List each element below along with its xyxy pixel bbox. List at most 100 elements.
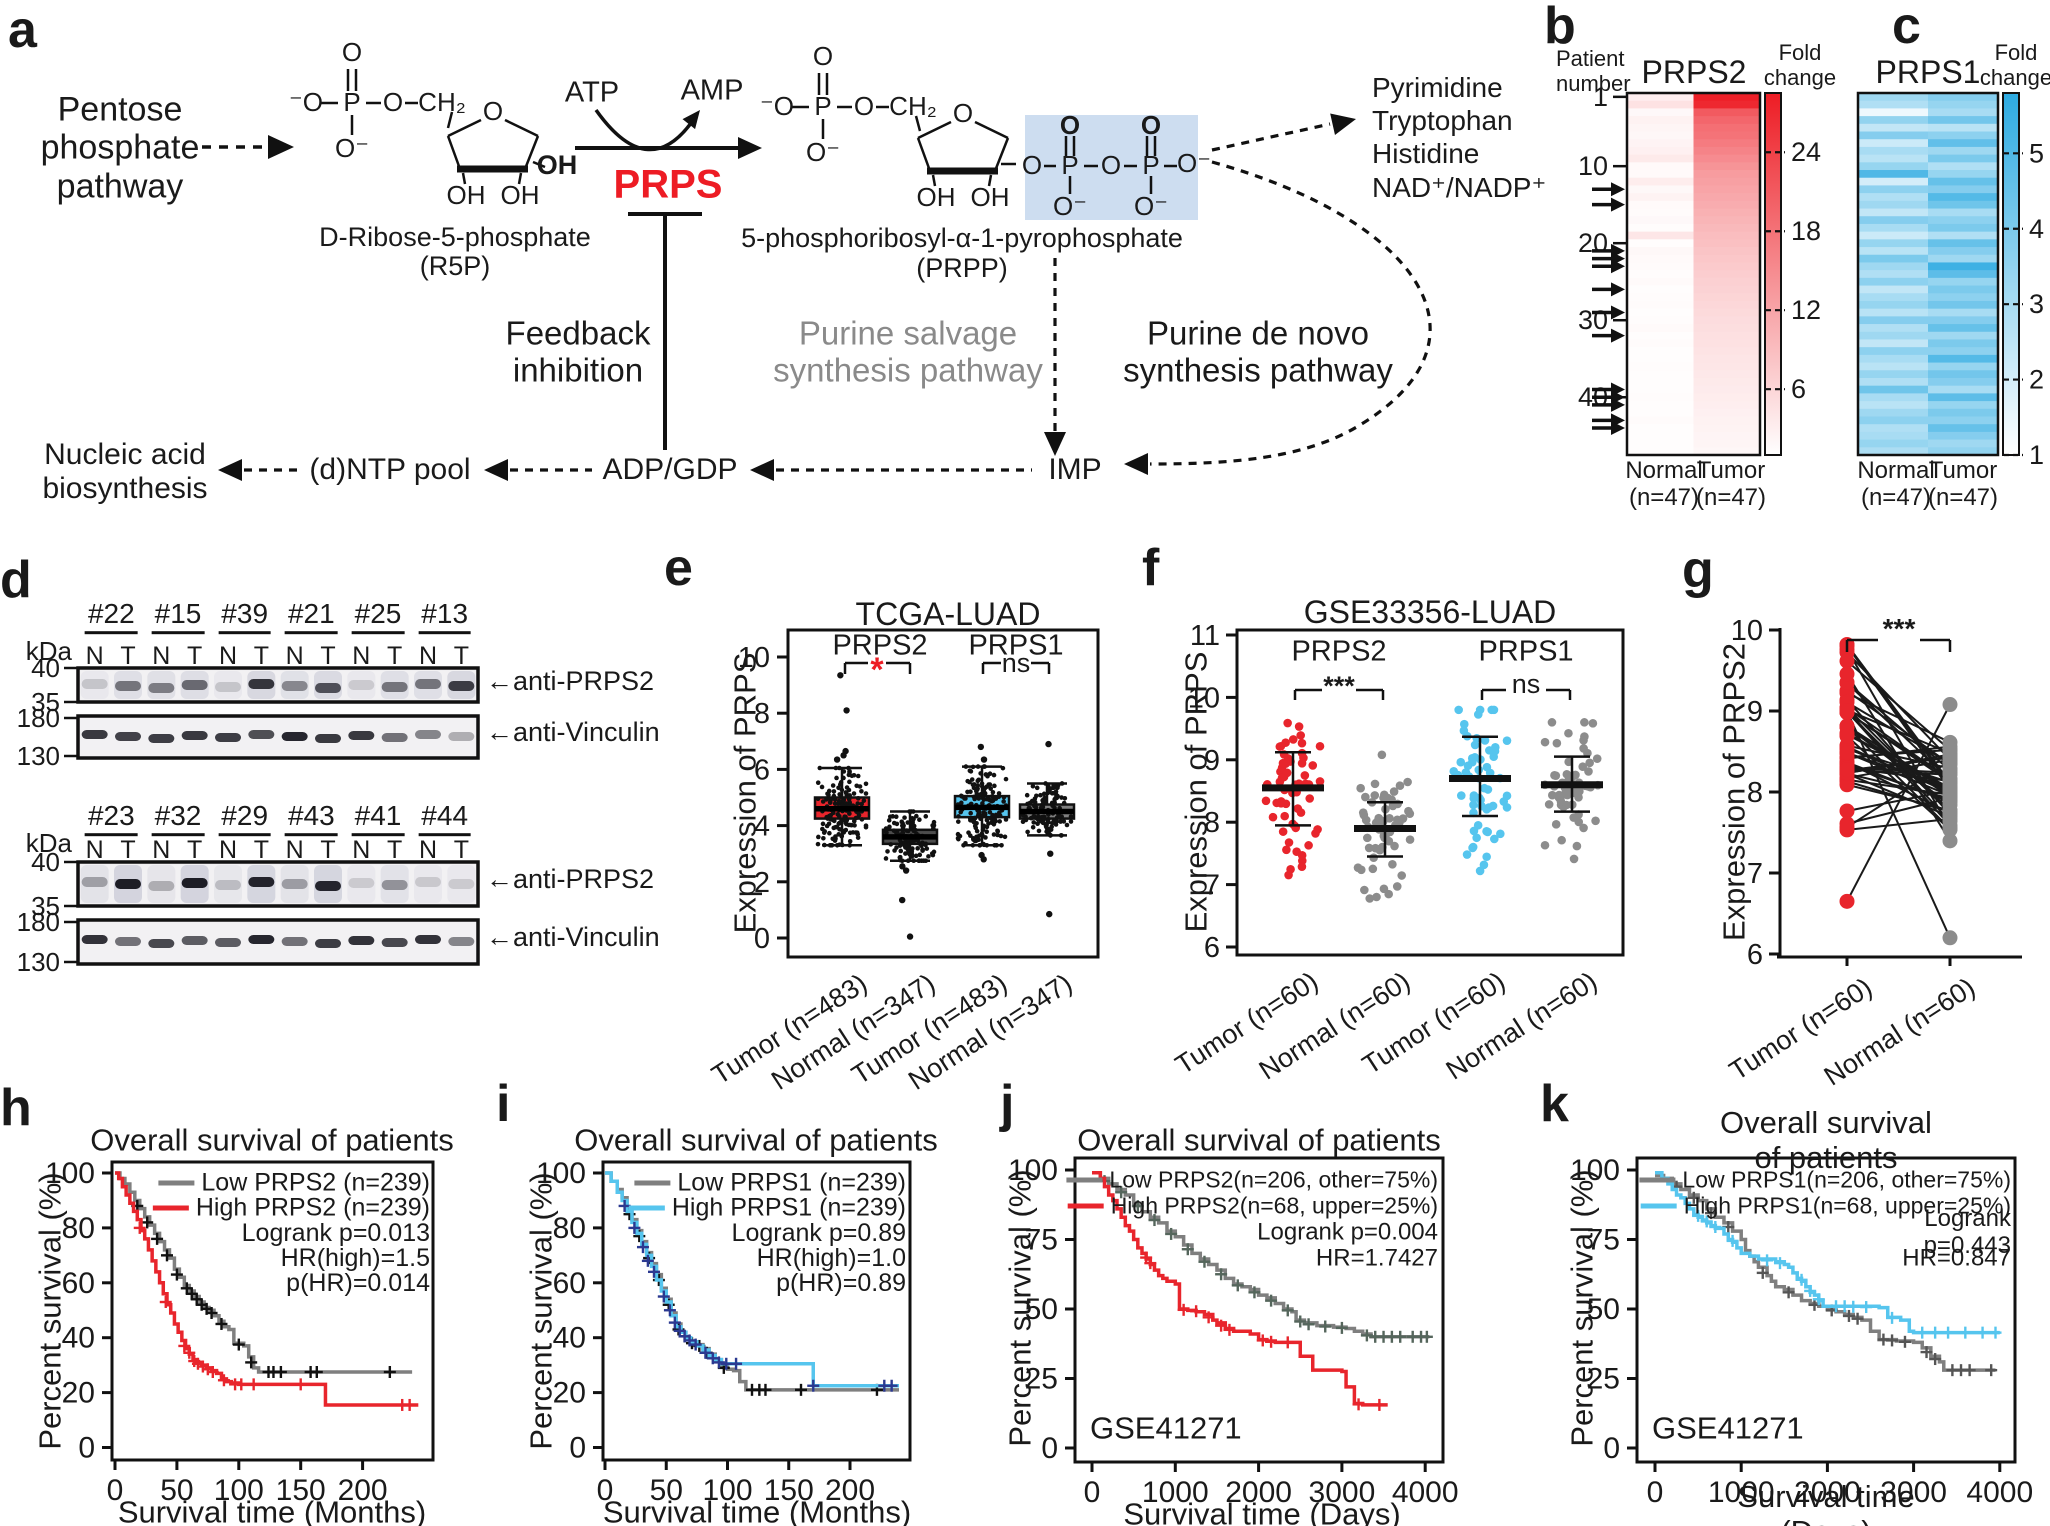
arrowhead-icon [1044, 432, 1066, 456]
x-tick-label: 4000 [1392, 1476, 1459, 1509]
y-tick-label: 80 [553, 1212, 586, 1245]
tumor-point [1839, 666, 1855, 682]
data-point [1035, 821, 1040, 827]
data-point [830, 836, 836, 842]
heatmap-cell [1928, 324, 1998, 333]
data-point [1557, 835, 1566, 845]
panel-f-sig-gene-prps2: PRPS2 [1291, 635, 1387, 668]
lane-smear [347, 865, 376, 903]
data-point [955, 819, 961, 824]
data-point [888, 842, 894, 847]
atom-o: O [953, 98, 973, 128]
patient-number-axis-title: Patient number [1556, 46, 1631, 96]
heatmap-cell [1928, 339, 1998, 348]
heatmap-cell [1627, 247, 1694, 256]
heatmap-cell [1858, 262, 1928, 271]
data-point [1470, 740, 1480, 750]
y-tick-label: 10 [1188, 682, 1220, 714]
row-tick-label: 30 [1578, 305, 1608, 335]
lane-smear [80, 865, 109, 903]
y-tick-label: 0 [1041, 1432, 1058, 1465]
data-point [851, 791, 857, 796]
data-point [984, 829, 990, 835]
data-point [1397, 871, 1407, 880]
lane-label: N [219, 836, 237, 864]
heatmap-cell [1693, 93, 1760, 102]
data-point [978, 791, 984, 797]
data-point [1475, 866, 1485, 876]
data-point [976, 837, 981, 843]
data-point [1283, 718, 1292, 728]
y-tick-label: 50 [1025, 1293, 1058, 1326]
y-tick-label: 9 [1204, 745, 1220, 777]
sample-label: #41 [351, 800, 405, 836]
data-point [840, 842, 845, 848]
data-point [981, 764, 987, 769]
data-point [1288, 735, 1298, 744]
outlier-point [833, 756, 841, 763]
line [916, 137, 932, 172]
data-point [976, 809, 982, 814]
outlier-point [980, 756, 988, 763]
data-point [1550, 771, 1559, 780]
arrowhead-icon [218, 459, 242, 481]
data-point [1502, 803, 1512, 812]
outlier-point [1047, 850, 1054, 857]
heatmap-cell [1928, 170, 1998, 179]
heatmap-cell [1858, 239, 1928, 248]
data-point [968, 810, 973, 816]
y-tick-label: 0 [569, 1432, 586, 1465]
data-point [847, 811, 852, 816]
sample-label: #21 [284, 598, 338, 634]
data-point [859, 788, 864, 794]
heatmap-cell [1928, 447, 1998, 456]
arrowhead-icon [738, 137, 762, 159]
atom-oh-bold: OH [537, 150, 578, 180]
heatmap-cell [1693, 339, 1760, 348]
lane-label: T [320, 836, 335, 864]
data-point [917, 852, 923, 858]
heatmap-cell [1928, 316, 1998, 325]
data-point [1467, 757, 1477, 767]
data-point [920, 847, 925, 852]
prpp-abbr: (PRPP) [916, 252, 1008, 283]
heatmap-cell [1928, 239, 1998, 248]
data-point [978, 816, 983, 822]
colorbar-tick-label: 24 [1791, 137, 1821, 167]
heatmap-cell [1627, 377, 1694, 387]
outlier-point [842, 747, 849, 755]
data-point [1488, 801, 1498, 811]
data-point [861, 798, 867, 803]
heatmap-cell [1693, 308, 1760, 317]
heatmap-cell [1693, 216, 1760, 225]
atom-o-minus: ⁻O [760, 91, 794, 121]
adp-gdp-node: ADP/GDP [602, 453, 738, 487]
heatmap-cell [1627, 262, 1694, 271]
survival-curve [1655, 1171, 2000, 1335]
heatmap-cell [1858, 385, 1928, 394]
x-tick-label: 1000 [1142, 1476, 1209, 1509]
data-point [979, 781, 985, 786]
atom-ch2: CH₂ [418, 87, 466, 117]
heatmap-cell [1693, 231, 1760, 240]
panel-k-xlabel: Survival time (Days) [1737, 1478, 1915, 1526]
data-point [962, 796, 967, 801]
protein-band [81, 877, 108, 887]
protein-band [248, 679, 275, 689]
panel-h-title: Overall survival of patients [90, 1122, 454, 1158]
data-point [894, 821, 900, 827]
heatmap-cell [1627, 416, 1694, 425]
lane-label: N [352, 836, 370, 864]
data-point [833, 765, 839, 771]
lane-label: T [320, 642, 335, 670]
x-tick-label: 3000 [1309, 1476, 1376, 1509]
data-point [1456, 757, 1466, 767]
protein-band [215, 938, 241, 947]
data-point [991, 772, 997, 778]
panel-f-ylabel: Expression of PRPS [1178, 651, 1214, 933]
data-point [1002, 834, 1008, 840]
x-tick-label: 0 [107, 1474, 124, 1507]
heatmap-cell [1693, 277, 1760, 287]
panel-h-stat-2: p(HR)=0.014 [286, 1268, 430, 1297]
data-point [1034, 785, 1040, 791]
